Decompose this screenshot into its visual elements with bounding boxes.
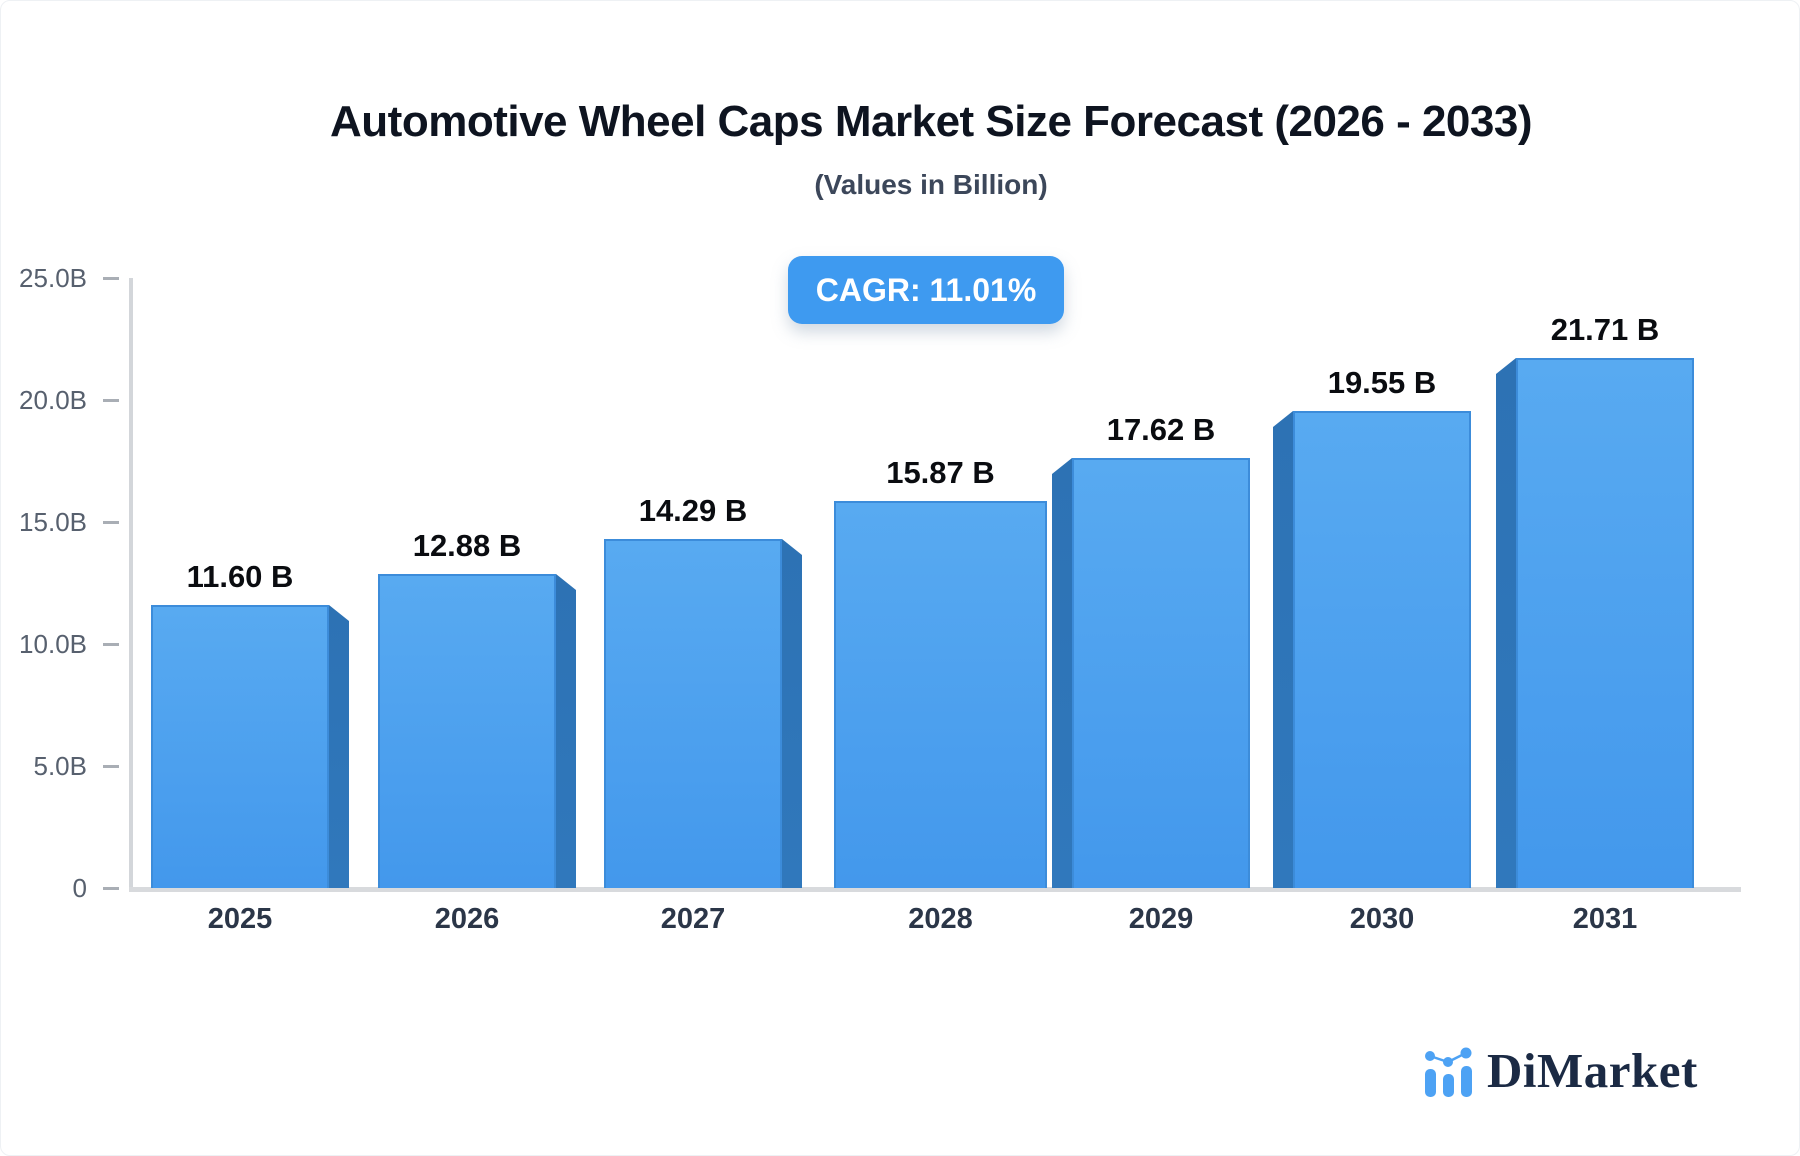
chart-subtitle: (Values in Billion) <box>814 169 1048 200</box>
bar-value-label: 21.71 B <box>1550 312 1660 347</box>
y-axis-line <box>129 278 133 892</box>
y-axis-tick-mark <box>103 399 119 402</box>
dimarket-logo-text: DiMarket <box>1487 1043 1698 1098</box>
y-axis-tick-mark <box>103 765 119 768</box>
cagr-badge-label: CAGR: 11.01% <box>815 271 1037 308</box>
bar-2031[interactable] <box>1516 358 1694 888</box>
bar-chart-dots-icon <box>1425 1047 1472 1097</box>
bar-side-face <box>1496 358 1516 888</box>
bar-2025[interactable] <box>151 605 329 888</box>
y-axis-tick-label: 5.0B <box>33 751 88 781</box>
cagr-badge: CAGR: 11.01% <box>788 256 1064 324</box>
y-axis-tick-label: 10.0B <box>19 629 87 659</box>
x-axis-category-label: 2029 <box>1128 903 1194 935</box>
bar-side-face <box>1273 411 1293 888</box>
y-axis-tick-mark <box>103 277 119 280</box>
chart-title: Automotive Wheel Caps Market Size Foreca… <box>330 97 1532 146</box>
y-axis-tick-mark <box>103 521 119 524</box>
bar-value-label: 14.29 B <box>638 493 748 528</box>
bar-2028[interactable] <box>834 501 1047 888</box>
bar-side-face <box>782 539 802 888</box>
bar-side-face <box>329 605 349 888</box>
bar-value-label: 11.60 B <box>186 559 294 594</box>
y-axis-tick-mark <box>103 643 119 646</box>
bar-value-label: 19.55 B <box>1327 365 1437 400</box>
y-axis-tick-label: 20.0B <box>19 385 87 415</box>
x-axis-category-label: 2025 <box>207 903 273 935</box>
y-axis-tick-label: 25.0B <box>19 263 87 293</box>
dimarket-logo[interactable]: DiMarket <box>1421 1037 1698 1097</box>
x-axis-category-label: 2031 <box>1572 903 1638 935</box>
bar-value-label: 12.88 B <box>412 528 522 563</box>
x-axis-category-label: 2030 <box>1349 903 1415 935</box>
x-axis-category-label: 2027 <box>660 903 726 935</box>
bar-value-label: 15.87 B <box>886 455 995 490</box>
bar-side-face <box>1052 458 1072 888</box>
bar-value-label: 17.62 B <box>1106 412 1216 447</box>
y-axis-tick-label: 0 <box>72 873 87 903</box>
bar-2026[interactable] <box>378 574 556 888</box>
bar-2027[interactable] <box>604 539 782 888</box>
bar-2029[interactable] <box>1072 458 1250 888</box>
bar-2030[interactable] <box>1293 411 1471 888</box>
x-axis-category-label: 2028 <box>908 903 973 935</box>
y-axis-tick-mark <box>103 887 119 890</box>
bar-side-face <box>556 574 576 888</box>
x-axis-line <box>129 887 1741 892</box>
x-axis-category-label: 2026 <box>434 903 500 935</box>
y-axis-tick-label: 15.0B <box>19 507 87 537</box>
